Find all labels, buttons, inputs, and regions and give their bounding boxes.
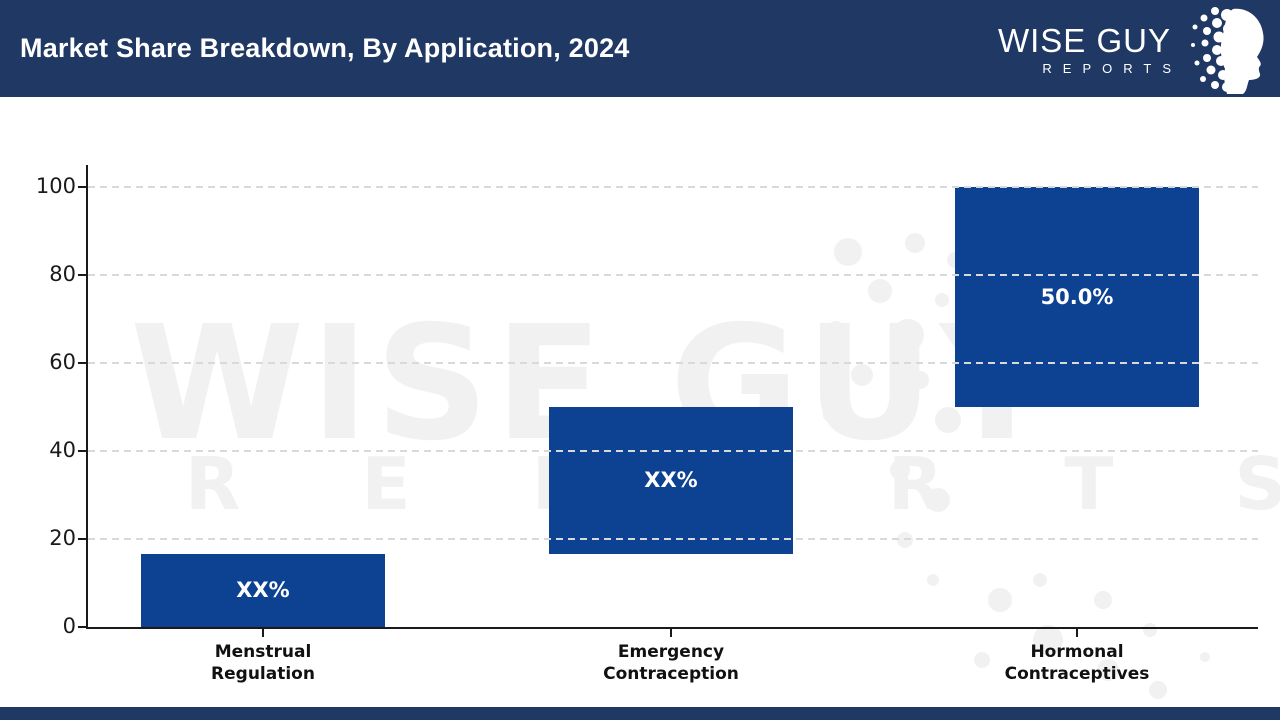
y-tick-label: 20	[49, 526, 76, 550]
y-tick-mark	[78, 626, 86, 628]
x-category-label: Menstrual Regulation	[211, 642, 315, 685]
face-dots-icon	[1191, 6, 1264, 94]
x-tick-mark	[1076, 629, 1078, 637]
watermark-dots	[823, 233, 1210, 699]
y-tick-label: 80	[49, 262, 76, 286]
bar-segment: 50.0%	[955, 187, 1199, 407]
gridline	[88, 274, 1258, 276]
y-tick-mark	[78, 538, 86, 540]
x-tick-mark	[262, 629, 264, 637]
brand-subtitle: REPORTS	[1042, 60, 1182, 76]
brand-text: WISE GUY REPORTS	[998, 22, 1171, 76]
x-axis-line	[86, 627, 1258, 629]
y-tick-mark	[78, 450, 86, 452]
y-axis-line	[86, 165, 88, 629]
page-title: Market Share Breakdown, By Application, …	[20, 33, 630, 63]
footer-bar	[0, 707, 1280, 720]
gridline	[88, 186, 1258, 188]
gridline	[88, 362, 1258, 364]
brand-name: WISE GUY	[997, 21, 1171, 59]
gridline	[88, 538, 1258, 540]
y-tick-mark	[78, 274, 86, 276]
gridline	[88, 450, 1258, 452]
y-tick-label: 60	[49, 350, 76, 374]
chart-area: WISE GUY R E P O R T S XX%XX%50.0%020406…	[0, 97, 1280, 707]
x-category-label: Emergency Contraception	[603, 642, 739, 685]
bar-segment: XX%	[141, 553, 385, 627]
brand-logo: WISE GUY REPORTS	[998, 3, 1280, 95]
bar-value-label: XX%	[644, 468, 698, 493]
bar-value-label: XX%	[236, 578, 290, 603]
y-tick-label: 0	[62, 614, 76, 638]
y-tick-mark	[78, 186, 86, 188]
y-tick-label: 100	[35, 174, 76, 198]
bar-value-label: 50.0%	[1040, 285, 1114, 309]
header-bar: Market Share Breakdown, By Application, …	[0, 0, 1280, 97]
x-tick-mark	[670, 629, 672, 637]
bar-segment: XX%	[549, 407, 793, 554]
y-tick-mark	[78, 362, 86, 364]
y-tick-label: 40	[49, 438, 76, 462]
x-category-label: Hormonal Contraceptives	[1004, 642, 1150, 685]
